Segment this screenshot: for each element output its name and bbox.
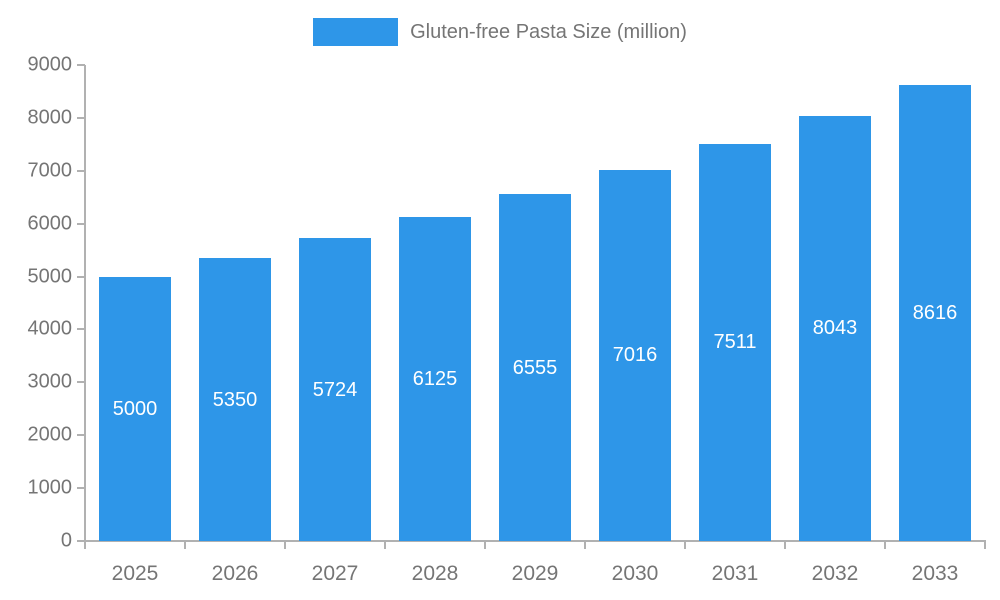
y-axis-label: 3000 (27, 370, 73, 393)
x-axis-tick (684, 542, 686, 549)
y-axis-tick (77, 64, 85, 66)
bar-2031 (699, 143, 771, 541)
bar-2028 (399, 217, 471, 541)
y-axis-tick (77, 116, 85, 119)
x-axis-label: 2032 (811, 562, 859, 585)
y-axis-label: 0 (60, 529, 72, 552)
x-axis-tick (784, 542, 786, 549)
bar-2030 (599, 169, 671, 541)
bar-2033 (899, 85, 971, 541)
x-axis-line (84, 540, 986, 542)
x-axis-label: 2025 (111, 562, 159, 585)
bar-2029 (499, 194, 571, 541)
y-axis-tick (77, 275, 85, 278)
x-axis-tick (984, 542, 986, 549)
y-axis-label: 6000 (27, 212, 73, 235)
y-axis-tick (77, 540, 85, 542)
y-axis-tick (77, 487, 85, 490)
bar-value-label: 6125 (412, 368, 458, 391)
x-axis-label: 2033 (911, 562, 959, 585)
bar-value-label: 5000 (112, 397, 158, 420)
bar-value-label: 7016 (612, 344, 658, 367)
x-axis-label: 2030 (611, 562, 659, 585)
x-axis-tick (584, 542, 586, 549)
y-axis-label: 4000 (27, 317, 73, 340)
x-axis-label: 2031 (711, 562, 759, 585)
bar-value-label: 5350 (212, 388, 258, 411)
legend-label: Gluten-free Pasta Size (million) (410, 20, 687, 43)
y-axis-tick (77, 434, 85, 437)
bar-2027 (299, 238, 371, 541)
x-axis-tick (384, 542, 386, 549)
x-axis-tick (884, 542, 886, 549)
bar-value-label: 5724 (312, 378, 358, 401)
y-axis-label: 2000 (27, 423, 73, 446)
x-axis-label: 2027 (311, 562, 359, 585)
y-axis-tick (77, 169, 85, 172)
bar-2032 (799, 115, 871, 541)
y-axis-tick (77, 328, 85, 331)
y-axis-label: 8000 (27, 106, 73, 129)
x-axis-label: 2026 (211, 562, 259, 585)
x-axis-tick (484, 542, 486, 549)
x-axis-tick (84, 542, 86, 549)
y-axis-label: 5000 (27, 265, 73, 288)
legend-swatch (313, 18, 399, 46)
bar-value-label: 8043 (812, 317, 858, 340)
x-axis-tick (184, 542, 186, 549)
bar-2026 (199, 258, 271, 541)
x-axis-tick (284, 542, 286, 549)
bar-value-label: 6555 (512, 356, 558, 379)
x-axis-label: 2029 (511, 562, 559, 585)
y-axis-tick (77, 381, 85, 384)
x-axis-label: 2028 (411, 562, 459, 585)
y-axis-label: 1000 (27, 476, 73, 499)
bar-value-label: 8616 (912, 302, 958, 325)
legend: Gluten-free Pasta Size (million) (0, 18, 1000, 46)
bar-value-label: 7511 (713, 331, 757, 354)
y-axis-label: 9000 (27, 53, 73, 76)
y-axis-line (84, 65, 86, 541)
bar-2025 (99, 276, 171, 541)
y-axis-label: 7000 (27, 159, 73, 182)
y-axis-tick (77, 222, 85, 225)
